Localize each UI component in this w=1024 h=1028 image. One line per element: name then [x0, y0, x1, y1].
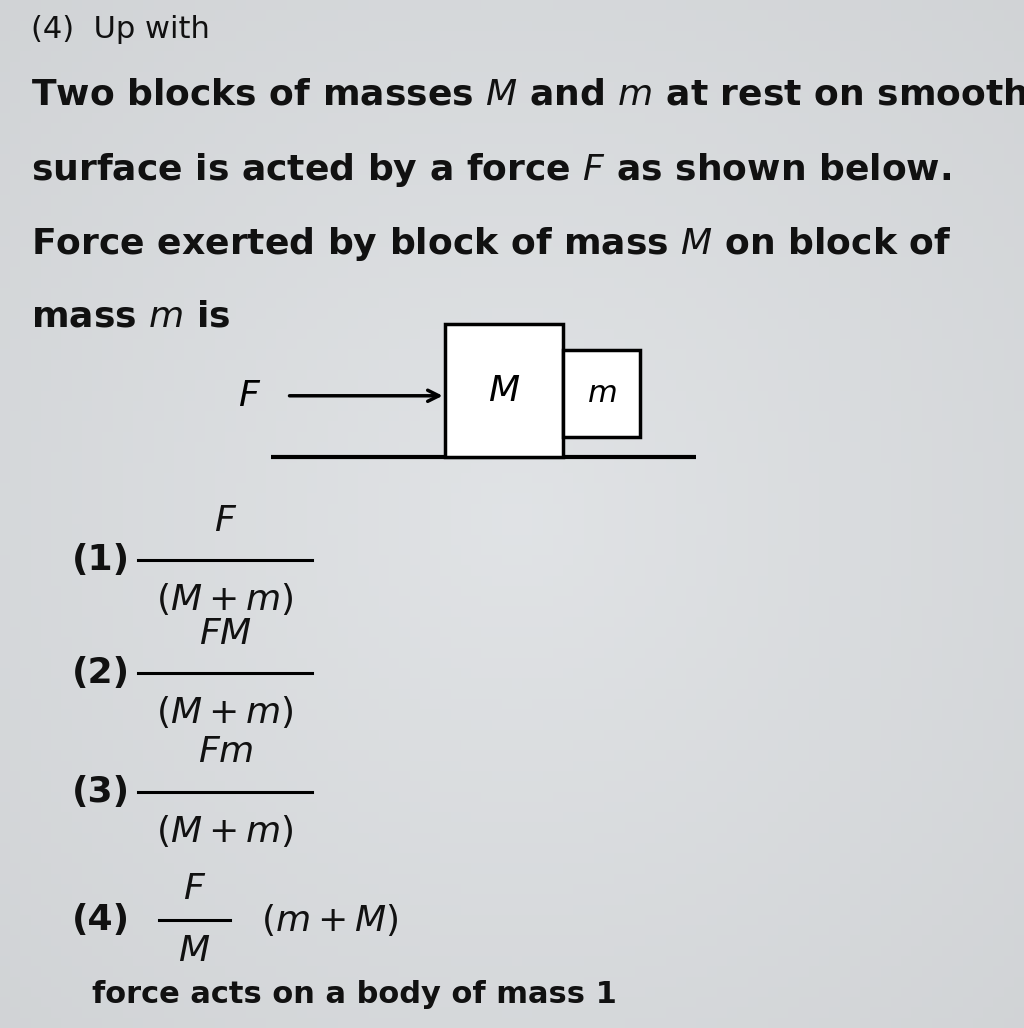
Text: Two blocks of masses $\mathit{M}$ and $\mathit{m}$ at rest on smooth: Two blocks of masses $\mathit{M}$ and $\… [31, 77, 1024, 111]
Text: mass $\mathit{m}$ is: mass $\mathit{m}$ is [31, 299, 230, 333]
Text: $(\mathit{m}+\mathit{M})$: $(\mathit{m}+\mathit{M})$ [261, 902, 398, 939]
Text: force acts on a body of mass 1: force acts on a body of mass 1 [92, 981, 617, 1009]
Text: $(\mathit{M+m})$: $(\mathit{M+m})$ [157, 581, 294, 618]
Text: (2): (2) [72, 656, 130, 691]
Text: (3): (3) [72, 774, 130, 809]
Text: surface is acted by a force $\mathit{F}$ as shown below.: surface is acted by a force $\mathit{F}$… [31, 151, 951, 189]
Text: $(\mathit{M+m})$: $(\mathit{M+m})$ [157, 694, 294, 731]
Text: $\mathit{M}$: $\mathit{M}$ [488, 373, 520, 408]
Text: $\mathit{FM}$: $\mathit{FM}$ [199, 617, 252, 652]
Text: $\mathit{M}$: $\mathit{M}$ [178, 933, 211, 968]
Text: Force exerted by block of mass $\mathit{M}$ on block of: Force exerted by block of mass $\mathit{… [31, 225, 951, 263]
Text: $\mathit{F}$: $\mathit{F}$ [183, 872, 206, 907]
Bar [445, 324, 563, 457]
Text: $\mathit{F}$: $\mathit{F}$ [238, 378, 261, 413]
Bar [563, 350, 640, 437]
Text: $\mathit{Fm}$: $\mathit{Fm}$ [198, 735, 253, 770]
Text: (4): (4) [72, 903, 130, 938]
Text: $\mathit{m}$: $\mathit{m}$ [587, 378, 616, 408]
Text: (1): (1) [72, 543, 130, 578]
Text: (4)  Up with: (4) Up with [31, 15, 210, 44]
Text: $(\mathit{M+m})$: $(\mathit{M+m})$ [157, 812, 294, 849]
Text: $\mathit{F}$: $\mathit{F}$ [214, 504, 237, 539]
